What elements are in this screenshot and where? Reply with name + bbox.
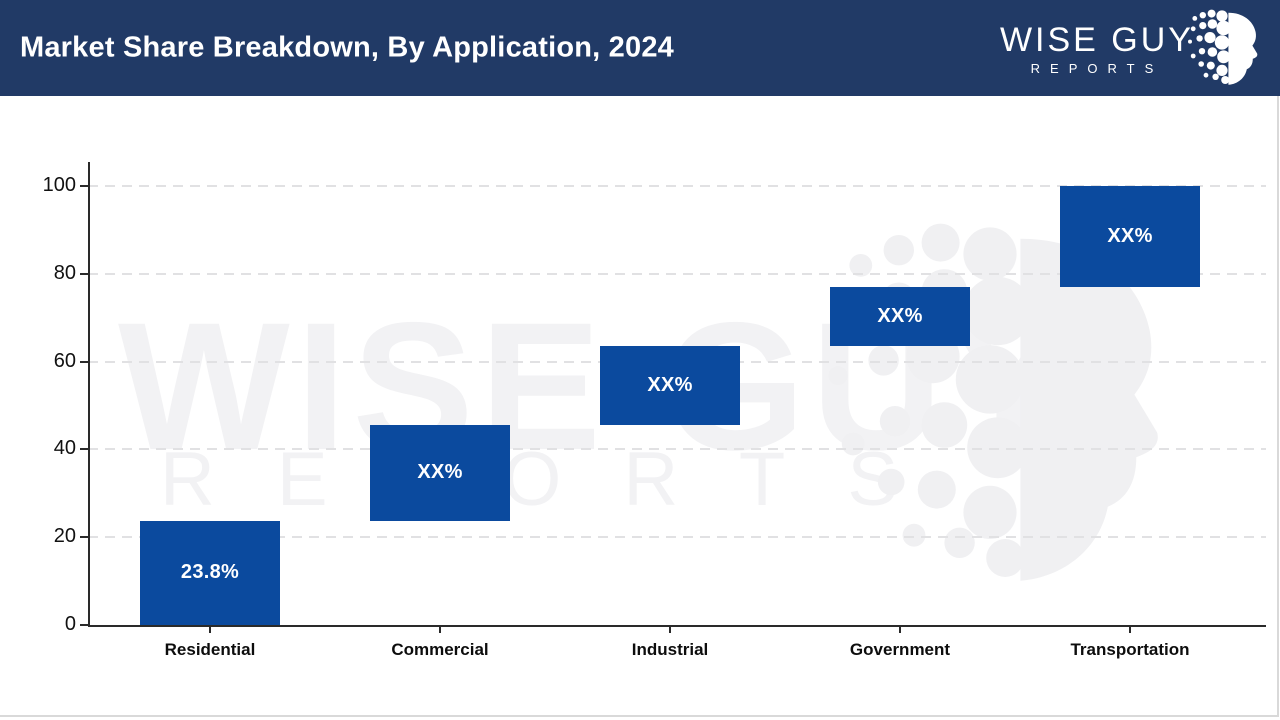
x-axis-tick-4 [1129,627,1131,633]
bar-commercial: XX% [370,425,510,521]
y-tick-label-40: 40 [53,437,76,460]
y-axis-tick-40 [80,448,88,451]
header-bar: Market Share Breakdown, By Application, … [0,0,1280,96]
bar-value-label: XX% [877,305,923,328]
y-axis-tick-60 [80,360,88,363]
bar-value-label: 23.8% [180,561,240,584]
gridline-40 [88,448,1266,451]
logo-wordmark: WISE GUY [999,20,1194,59]
category-label-government: Government [849,640,951,659]
y-axis-line [88,162,90,627]
category-label-commercial: Commercial [391,640,489,659]
logo-subtext: REPORTS [1030,60,1164,76]
x-axis-tick-1 [439,627,441,633]
gridline-100 [88,185,1266,187]
chart-area: WISE GUY REPORTS 0 20 40 60 80 100 23.8% Reside… [0,96,1280,720]
bar-transportation: XX% [1060,186,1200,287]
bar-government: XX% [830,286,970,347]
logo-face-icon [1188,9,1258,85]
y-tick-label-0: 0 [64,613,76,635]
y-axis-tick-80 [80,272,88,275]
y-tick-label-20: 20 [53,525,76,548]
category-label-industrial: Industrial [631,640,709,659]
logo-wordmark-block: WISE GUY REPORTS [1000,21,1194,76]
report-title: Market Share Breakdown, By Application, … [20,31,674,64]
x-axis-tick-2 [669,627,671,633]
gridline-80 [88,272,1266,275]
x-axis-line [88,625,1266,627]
bar-value-label: XX% [417,461,463,484]
gridline-20 [88,536,1266,539]
y-tick-label-100: 100 [42,174,76,196]
y-tick-label-60: 60 [53,349,76,372]
bar-industrial: XX% [600,346,740,426]
x-axis-tick-0 [209,627,211,633]
category-label-residential: Residential [164,640,256,659]
y-axis-tick-0 [80,624,88,626]
y-axis-tick-100 [80,185,88,187]
bar-value-label: XX% [1107,224,1153,247]
y-axis-tick-20 [80,536,88,539]
y-tick-label-80: 80 [53,261,76,284]
bar-value-label: XX% [647,374,693,397]
x-axis-tick-3 [899,627,901,633]
watermark-subtext: REPORTS [160,437,961,522]
bar-residential: 23.8% [140,520,280,625]
wiseguy-logo: WISE GUY REPORTS [1000,8,1264,88]
category-label-transportation: Transportation [1070,640,1190,659]
